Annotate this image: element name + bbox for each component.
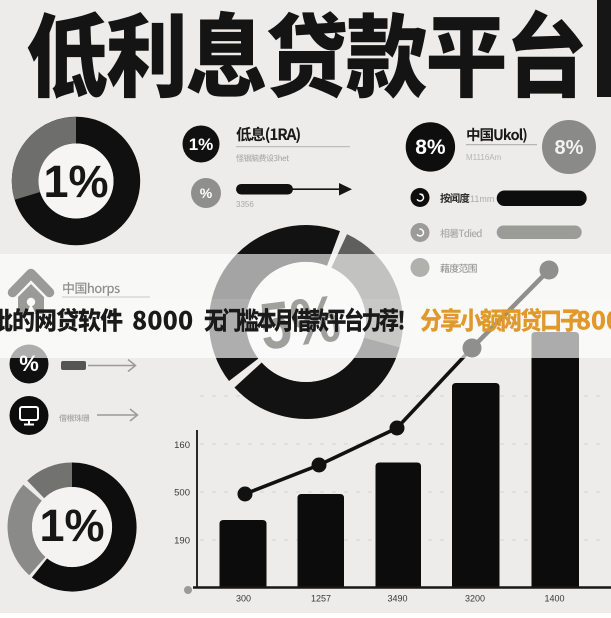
- svg-text:3490: 3490: [387, 594, 407, 604]
- svg-text:3356: 3356: [236, 200, 254, 209]
- svg-text:190: 190: [174, 536, 190, 547]
- svg-text:1%: 1%: [39, 500, 104, 551]
- svg-text:1400: 1400: [544, 594, 564, 604]
- svg-text:M1116Am: M1116Am: [466, 153, 502, 162]
- svg-text:11mm: 11mm: [470, 194, 494, 204]
- svg-text:1%: 1%: [43, 156, 108, 207]
- svg-text:500: 500: [174, 488, 190, 499]
- svg-text:1257: 1257: [311, 594, 331, 604]
- svg-text:3200: 3200: [465, 594, 485, 604]
- svg-text:8%: 8%: [415, 136, 446, 159]
- svg-text:300: 300: [236, 594, 251, 604]
- svg-text:8%: 8%: [555, 137, 584, 159]
- svg-text:1%: 1%: [189, 135, 214, 154]
- svg-text:160: 160: [174, 440, 190, 451]
- svg-text:%: %: [200, 185, 213, 201]
